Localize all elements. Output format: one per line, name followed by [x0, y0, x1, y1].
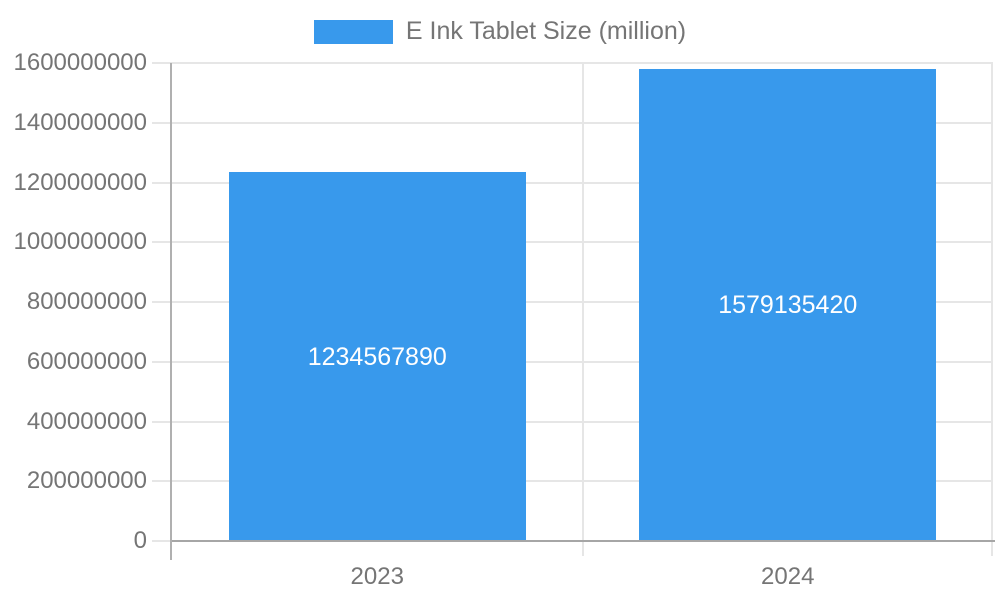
gridline	[152, 121, 993, 124]
y-axis-tick-label: 1000000000	[13, 228, 147, 256]
y-axis-tick-label: 400000000	[26, 407, 147, 435]
x-axis-tick-label: 2024	[761, 563, 815, 590]
y-axis-tick-label: 1600000000	[13, 49, 147, 76]
legend-label: E Ink Tablet Size (million)	[405, 17, 687, 45]
y-axis-tick-label: 800000000	[26, 288, 147, 315]
gridline	[152, 181, 993, 184]
gridline	[152, 480, 993, 483]
y-axis-line	[170, 63, 172, 560]
y-axis-tick-label: 1200000000	[13, 168, 147, 196]
bar-value-label: 1579135420	[718, 291, 858, 320]
x-axis-tick-label: 2023	[350, 563, 404, 590]
y-axis-tick-label: 600000000	[26, 347, 147, 375]
bar-2023[interactable]	[228, 172, 526, 541]
y-axis-tick-label: 1400000000	[13, 108, 147, 136]
category-divider-gridline	[581, 63, 584, 556]
y-axis-tick-label: 0	[133, 527, 147, 554]
gridline	[152, 62, 993, 64]
legend-swatch-icon	[313, 19, 393, 44]
gridline	[152, 241, 993, 244]
gridline	[152, 301, 993, 303]
y-axis-tick-label: 200000000	[26, 467, 147, 495]
plot-right-border	[991, 63, 993, 556]
bar-2024[interactable]	[639, 69, 937, 541]
gridline	[152, 360, 993, 363]
gridline	[152, 420, 993, 423]
x-axis-line	[170, 540, 995, 542]
bar-value-label: 1234567890	[307, 342, 447, 371]
chart-legend[interactable]: E Ink Tablet Size (million)	[0, 19, 1000, 44]
